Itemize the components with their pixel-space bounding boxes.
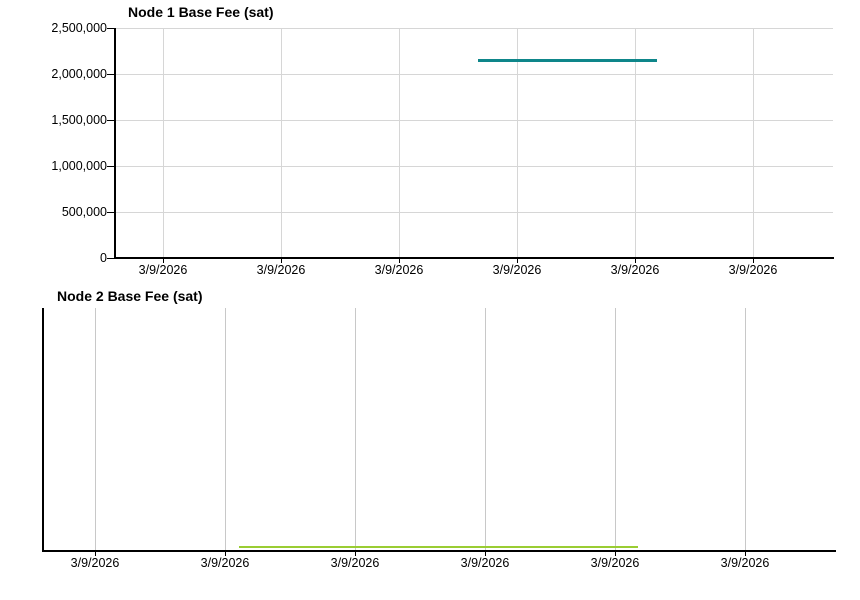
x-gridline [94,308,96,551]
x-gridline [614,308,616,551]
x-tick-label: 3/9/2026 [492,263,542,277]
x-gridline [744,308,746,551]
y-gridline [115,165,833,167]
x-tick-label: 3/9/2026 [374,263,424,277]
x-tick-mark [398,258,400,263]
x-gridline [484,308,486,551]
y-axis-line [42,308,44,552]
x-tick-mark [634,258,636,263]
x-gridline [224,308,226,551]
x-tick-label: 3/9/2026 [728,263,778,277]
x-tick-mark [744,551,746,556]
x-tick-mark [280,258,282,263]
y-tick-mark [107,257,115,259]
series-line-node-1-base-fee [478,58,658,62]
x-tick-mark [484,551,486,556]
y-gridline [115,73,833,75]
x-tick-mark [94,551,96,556]
x-axis-line [42,550,836,552]
x-tick-mark [752,258,754,263]
x-tick-label: 3/9/2026 [330,556,380,570]
x-gridline [516,28,518,258]
y-tick-mark [107,119,115,121]
x-gridline [398,28,400,258]
x-tick-label: 3/9/2026 [590,556,640,570]
y-gridline [115,211,833,213]
x-gridline [162,28,164,258]
node2-chart-title: Node 2 Base Fee (sat) [57,288,203,304]
x-tick-mark [614,551,616,556]
x-axis-line [114,257,834,259]
x-tick-mark [516,258,518,263]
y-tick-label: 0 [100,251,107,265]
x-tick-label: 3/9/2026 [138,263,188,277]
y-tick-mark [107,27,115,29]
x-tick-label: 3/9/2026 [70,556,120,570]
x-tick-label: 3/9/2026 [460,556,510,570]
node2-plot-area [42,308,836,556]
x-gridline [354,308,356,551]
x-gridline [280,28,282,258]
x-tick-mark [162,258,164,263]
y-tick-label: 500,000 [61,205,107,219]
y-tick-label: 1,500,000 [51,113,107,127]
x-tick-mark [224,551,226,556]
x-tick-label: 3/9/2026 [610,263,660,277]
series-line-node-2-base-fee [239,545,639,548]
x-gridline [634,28,636,258]
x-tick-label: 3/9/2026 [200,556,250,570]
y-tick-mark [107,73,115,75]
y-axis-line [114,28,116,259]
node1-plot-area [107,27,834,263]
y-gridline [115,119,833,121]
y-tick-mark [107,211,115,213]
node1-chart-title: Node 1 Base Fee (sat) [128,4,274,20]
x-tick-label: 3/9/2026 [256,263,306,277]
y-tick-label: 1,000,000 [51,159,107,173]
x-tick-label: 3/9/2026 [720,556,770,570]
y-gridline [115,27,833,29]
y-tick-label: 2,500,000 [51,21,107,35]
x-tick-mark [354,551,356,556]
y-tick-label: 2,000,000 [51,67,107,81]
x-gridline [752,28,754,258]
y-tick-mark [107,165,115,167]
